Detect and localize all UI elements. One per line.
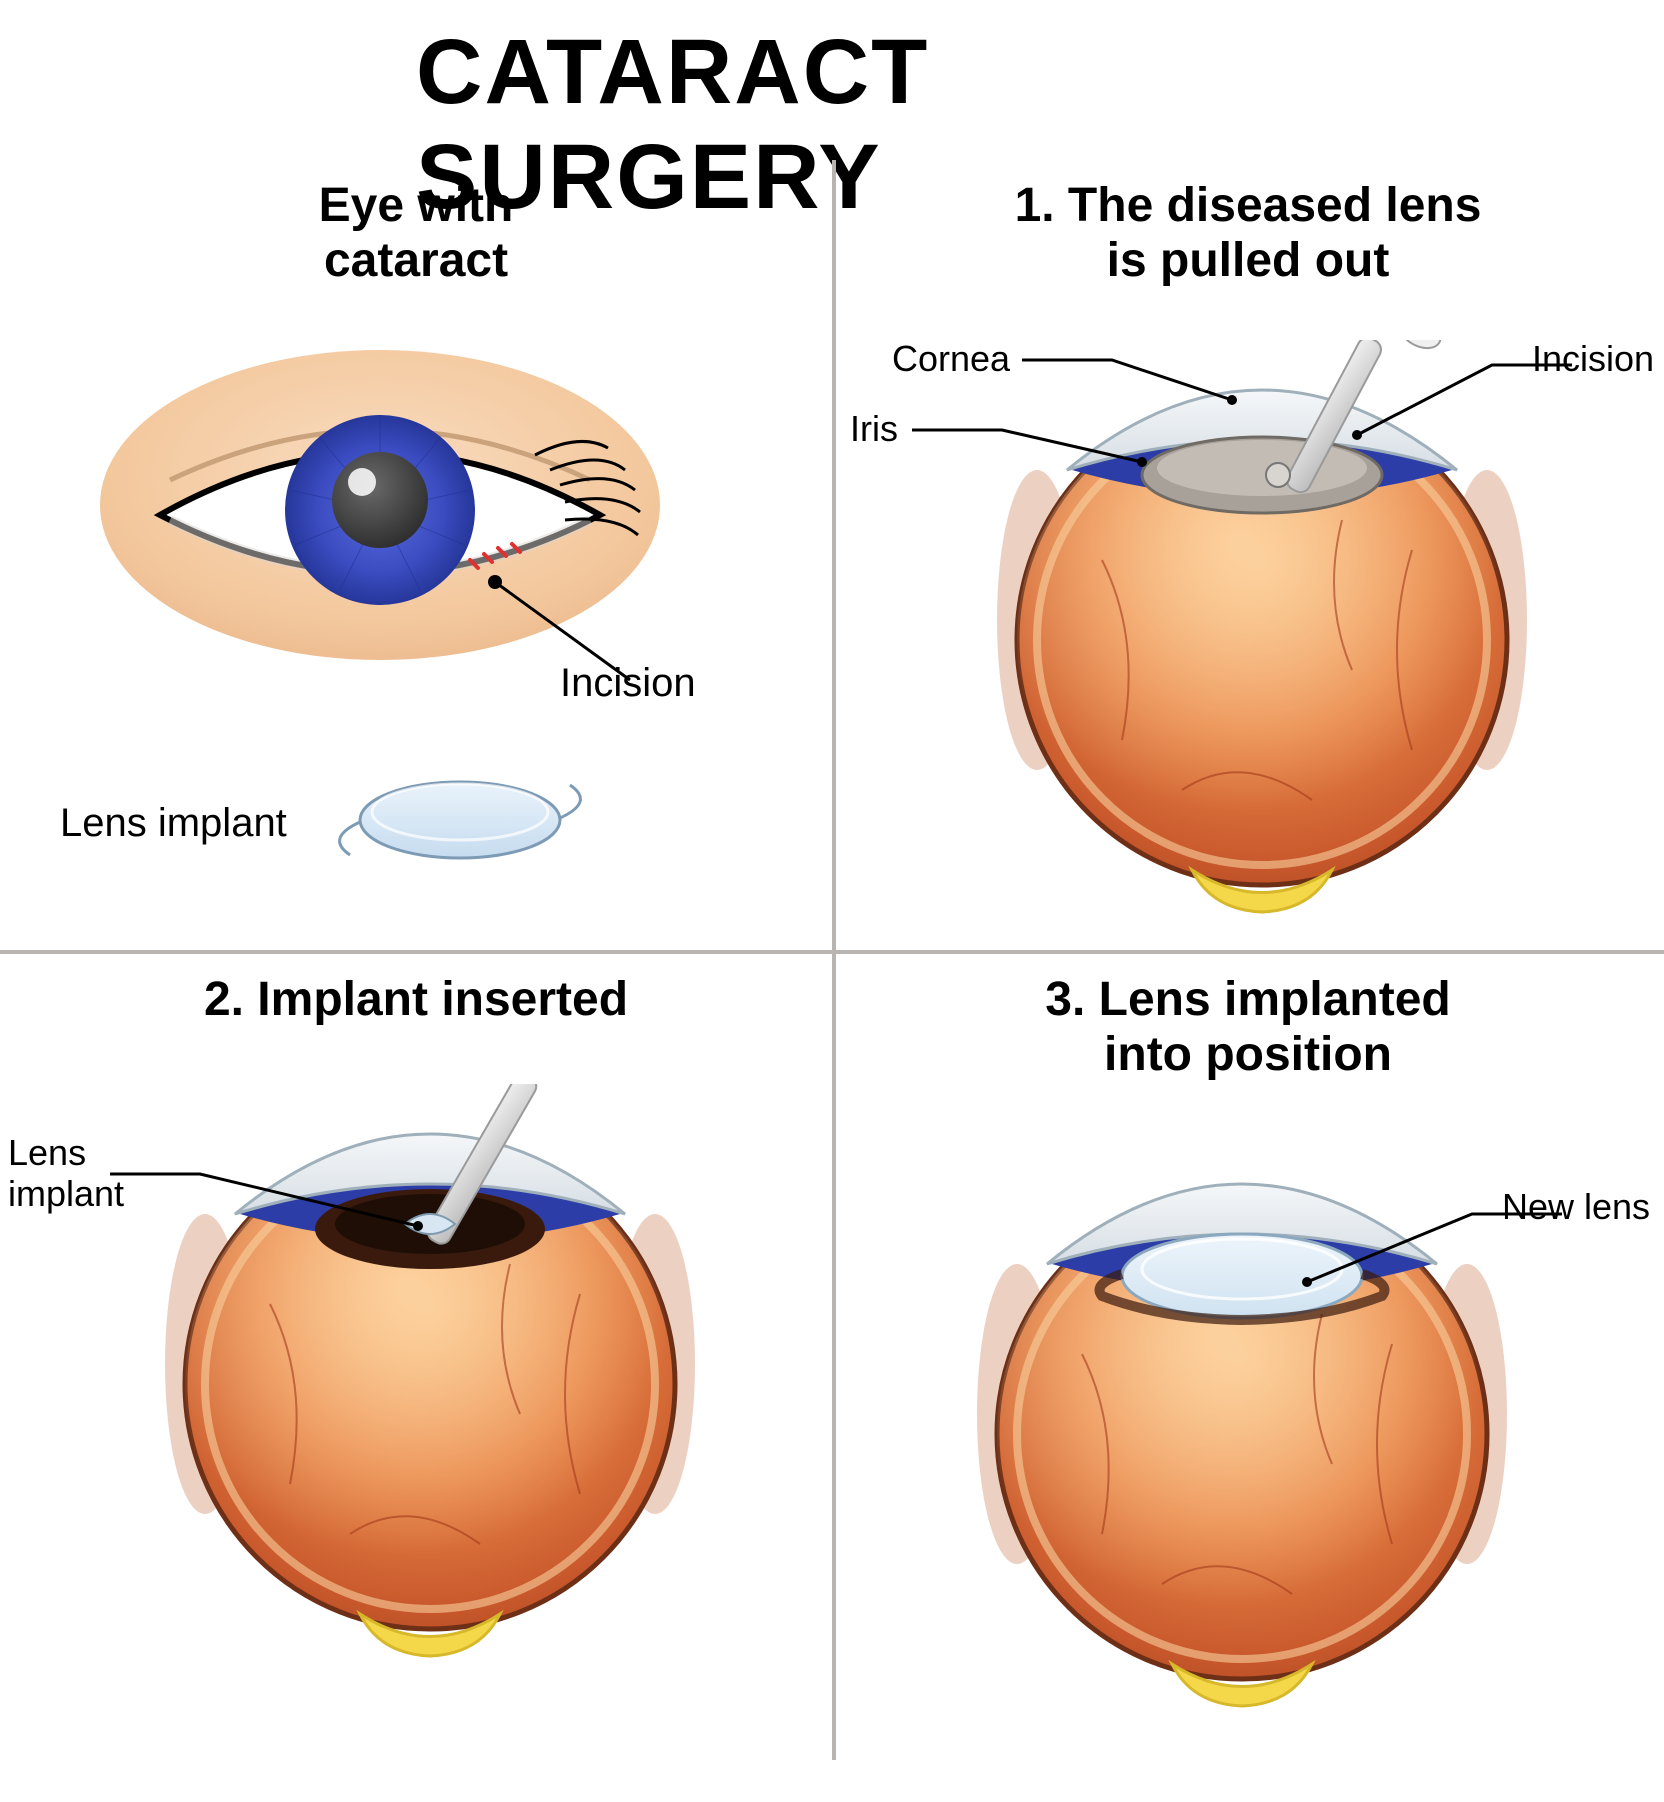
panel-1-title-line1: Eye with bbox=[319, 179, 514, 232]
lens-implant-illustration bbox=[330, 760, 590, 880]
diagram-grid: Eye with cataract bbox=[0, 160, 1664, 1760]
panel-2-title: 1. The diseased lens is pulled out bbox=[832, 160, 1664, 288]
panel-4-title-line1: 3. Lens implanted bbox=[1045, 973, 1450, 1026]
panel-step-1: 1. The diseased lens is pulled out bbox=[832, 160, 1664, 950]
label-lens-implant-p1: Lens implant bbox=[60, 800, 287, 846]
label-new-lens: New lens bbox=[1502, 1186, 1650, 1227]
label-incision-p2: Incision bbox=[1532, 338, 1654, 379]
panel-4-title-line2: into position bbox=[1104, 1028, 1392, 1081]
panel-4-title: 3. Lens implanted into position bbox=[832, 954, 1664, 1082]
panel-step-3: 3. Lens implanted into position New lens bbox=[832, 954, 1664, 1744]
panel-eye-with-cataract: Eye with cataract bbox=[0, 160, 832, 950]
panel-2-title-line2: is pulled out bbox=[1107, 234, 1390, 287]
label-lens-implant-p3-l1: Lens bbox=[8, 1132, 86, 1173]
panel-2-title-line1: 1. The diseased lens bbox=[1015, 179, 1482, 232]
panel-1-title: Eye with cataract bbox=[0, 160, 832, 288]
label-lens-implant-p3: Lens implant bbox=[8, 1132, 124, 1215]
label-incision-p1: Incision bbox=[560, 660, 696, 706]
label-cornea: Cornea bbox=[892, 338, 1010, 379]
panel-3-title: 2. Implant inserted bbox=[0, 954, 832, 1027]
label-iris: Iris bbox=[850, 408, 898, 449]
panel-step-2: 2. Implant inserted Lens implant bbox=[0, 954, 832, 1744]
label-lens-implant-p3-l2: implant bbox=[8, 1173, 124, 1214]
panel-1-title-line2: cataract bbox=[324, 234, 508, 287]
